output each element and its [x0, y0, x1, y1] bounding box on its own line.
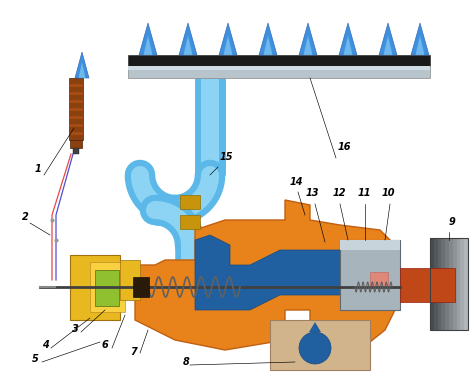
Polygon shape [224, 36, 233, 55]
Polygon shape [183, 36, 192, 55]
Polygon shape [144, 36, 153, 55]
Polygon shape [219, 23, 237, 55]
Text: 11: 11 [358, 188, 372, 198]
Bar [70, 140, 82, 148]
Bar [456, 238, 460, 330]
Text: 10: 10 [382, 188, 395, 198]
Bar [128, 55, 430, 66]
Bar [69, 84, 83, 87]
Bar [340, 240, 400, 310]
Text: 2: 2 [22, 212, 29, 222]
Bar [69, 78, 83, 140]
Bar [133, 277, 149, 297]
Polygon shape [383, 36, 392, 55]
Bar [70, 255, 120, 320]
Bar [95, 270, 119, 306]
Text: 15: 15 [220, 152, 234, 162]
Bar [69, 92, 83, 95]
Polygon shape [339, 23, 357, 55]
Polygon shape [344, 36, 353, 55]
Polygon shape [135, 200, 400, 350]
Bar [400, 268, 455, 302]
Bar [270, 320, 370, 370]
Polygon shape [79, 62, 85, 78]
Bar [430, 238, 468, 330]
Bar [69, 116, 83, 119]
Bar [69, 124, 83, 127]
Bar [453, 238, 456, 330]
Polygon shape [259, 23, 277, 55]
Text: 4: 4 [42, 340, 49, 350]
Bar [445, 238, 449, 330]
Polygon shape [264, 36, 273, 55]
Bar [464, 238, 468, 330]
Bar [434, 238, 438, 330]
Bar [180, 215, 200, 229]
Text: 13: 13 [306, 188, 319, 198]
Text: 8: 8 [183, 357, 190, 367]
Bar [128, 66, 430, 78]
Bar [90, 262, 125, 312]
Text: 6: 6 [102, 340, 109, 350]
Text: 14: 14 [290, 177, 303, 187]
Bar [449, 238, 453, 330]
Bar [340, 240, 400, 250]
Text: 7: 7 [130, 347, 137, 357]
Bar [180, 195, 200, 209]
Bar [120, 260, 140, 300]
Bar [69, 100, 83, 103]
Polygon shape [309, 322, 321, 332]
Circle shape [299, 332, 331, 364]
Bar [441, 238, 445, 330]
Bar [438, 238, 441, 330]
Polygon shape [179, 23, 197, 55]
Polygon shape [303, 36, 312, 55]
Bar [128, 66, 430, 70]
Text: 1: 1 [35, 164, 42, 174]
Polygon shape [139, 23, 157, 55]
Polygon shape [379, 23, 397, 55]
Polygon shape [75, 52, 89, 78]
Text: 9: 9 [449, 217, 456, 227]
Polygon shape [195, 235, 380, 310]
Bar [69, 108, 83, 111]
Bar [430, 238, 434, 330]
Text: 16: 16 [338, 142, 352, 152]
Polygon shape [299, 23, 317, 55]
Bar [73, 148, 79, 154]
Text: 12: 12 [333, 188, 346, 198]
Polygon shape [416, 36, 425, 55]
Text: 5: 5 [32, 354, 39, 364]
Bar [69, 132, 83, 135]
Bar [370, 272, 388, 286]
Polygon shape [411, 23, 429, 55]
Text: 3: 3 [72, 324, 79, 334]
Bar [460, 238, 464, 330]
